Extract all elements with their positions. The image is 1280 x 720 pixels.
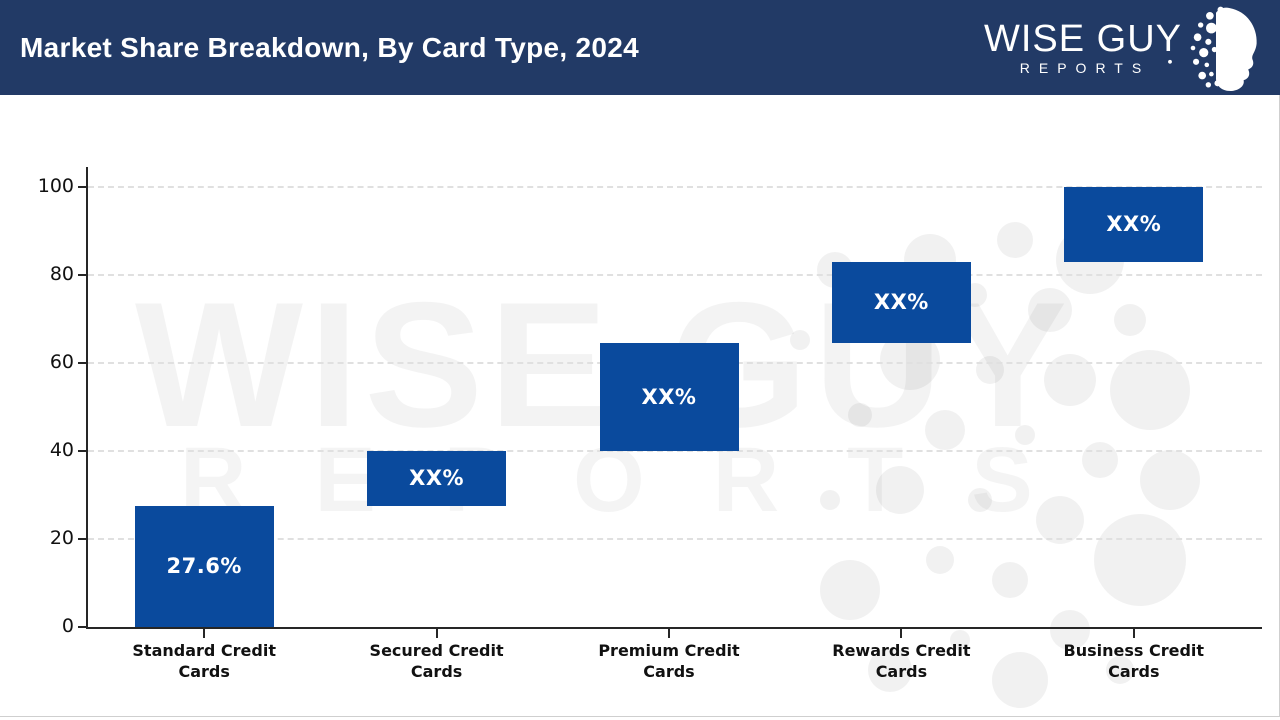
x-tick-mark [435,629,438,638]
x-tick-mark [1132,629,1135,638]
x-category-label-line: Cards [1108,661,1160,681]
bar-value-label: 27.6% [166,554,242,579]
x-category-label-line: Standard Credit [132,641,276,660]
brand-logo-text: WISE GUY REPORTS [984,20,1182,75]
header-band: Market Share Breakdown, By Card Type, 20… [0,0,1280,95]
watermark-face-dots-icon [790,222,1200,708]
x-category-label-line: Secured Credit [369,641,504,660]
y-tick-label-20: 20 [49,527,74,549]
bar-value-label: XX% [1106,212,1162,237]
waterfall-bar: 27.6% [134,505,274,627]
x-axis-line [86,627,1262,629]
brand-subtitle: REPORTS [1019,60,1151,76]
x-category-label-line: Cards [410,661,463,681]
x-category-label-line: Business Credit [1063,641,1205,660]
waterfall-bar: XX% [1064,187,1204,262]
bar-value-label: XX% [641,385,697,410]
gridline-100 [88,186,1262,188]
brand-logo: WISE GUY REPORTS [984,2,1264,94]
x-category-label: Standard Credit Cards [89,641,319,683]
gridline-20 [88,538,1262,540]
page-title: Market Share Breakdown, By Card Type, 20… [20,31,639,63]
y-tick-label-80: 80 [49,263,74,285]
y-tick-mark-100 [78,186,87,188]
y-axis-line [86,167,88,629]
gridline-40 [88,450,1262,452]
footer-strip [0,717,1280,720]
y-tick-label-60: 60 [49,351,74,373]
x-tick-mark [203,629,206,638]
x-category-label: Secured Credit Cards [322,641,552,683]
x-tick-mark [668,629,670,638]
y-tick-label-0: 0 [61,615,74,637]
y-tick-mark-80 [78,274,87,276]
brand-name: WISE GUY [983,18,1182,60]
x-category-label-line: Rewards Credit [832,641,971,660]
face-dots-logo-icon [1168,6,1257,91]
y-tick-mark-40 [78,450,87,452]
x-tick-mark [900,629,903,638]
x-category-label-line: Cards [178,661,230,681]
x-category-label: Premium Credit Cards [554,641,784,683]
x-category-label-line: Cards [875,661,928,681]
y-tick-label-100: 100 [37,175,74,197]
x-category-label: Business Credit Cards [1019,641,1249,683]
y-tick-mark-0 [78,626,87,628]
waterfall-bar: XX% [599,343,739,451]
frame-border-bottom [0,716,1280,717]
x-category-label-line: Premium Credit [598,641,740,660]
bar-value-label: XX% [873,290,929,315]
y-tick-mark-60 [78,362,87,364]
waterfall-bar: XX% [831,261,971,344]
x-category-label: Rewards Credit Cards [786,641,1016,683]
bar-value-label: XX% [409,466,465,491]
waterfall-bar: XX% [367,451,507,506]
gridline-80 [88,274,1262,276]
y-tick-label-40: 40 [49,439,74,461]
y-tick-mark-20 [78,538,87,540]
x-category-label-line: Cards [643,661,695,681]
